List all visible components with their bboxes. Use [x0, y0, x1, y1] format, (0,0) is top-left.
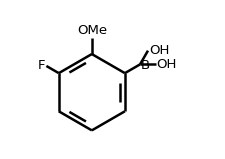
Text: B: B — [141, 59, 150, 72]
Text: OMe: OMe — [77, 24, 107, 37]
Text: OH: OH — [149, 44, 169, 57]
Text: OH: OH — [157, 58, 177, 71]
Text: F: F — [38, 59, 46, 73]
